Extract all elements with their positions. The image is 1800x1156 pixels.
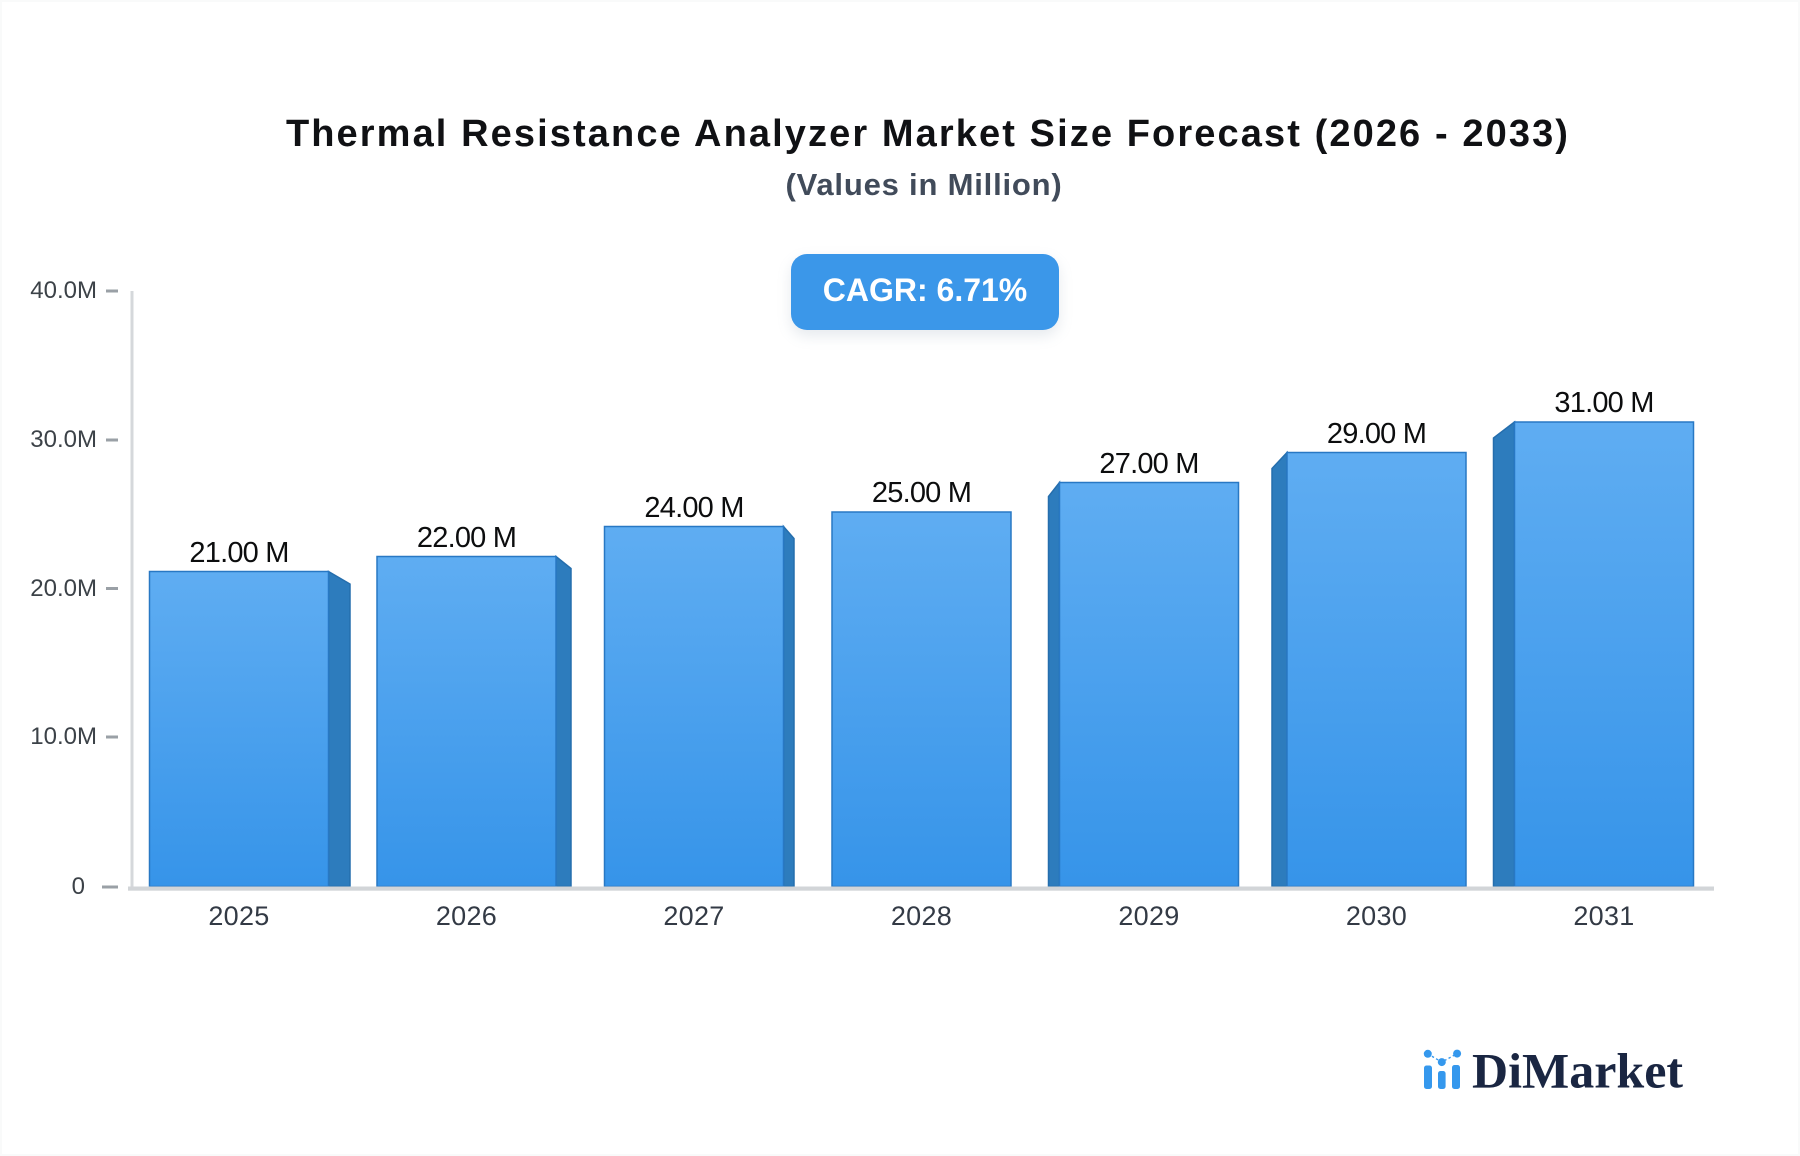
svg-text:DiMarket: DiMarket: [1472, 1043, 1683, 1099]
